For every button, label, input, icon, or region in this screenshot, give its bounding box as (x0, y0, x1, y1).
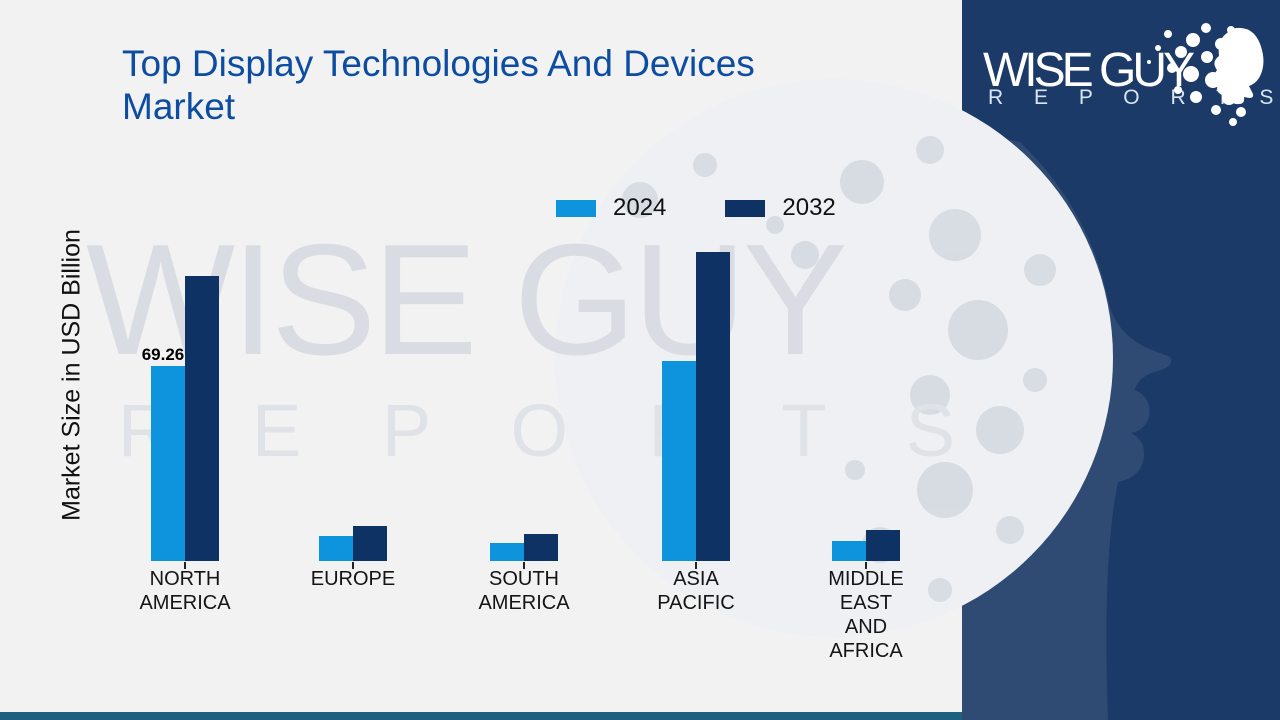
legend-swatch-2032 (725, 199, 766, 217)
category-label-line: AND (844, 616, 888, 638)
category-label-line: PACIFIC (657, 592, 735, 614)
category-label-line: EAST (839, 592, 893, 614)
watermark-bubble (928, 578, 952, 602)
bar-2032-3 (696, 252, 730, 561)
watermark-bubble (996, 516, 1024, 544)
bar-value-label: 69.26 (141, 345, 185, 364)
watermark-bubble (1023, 368, 1047, 392)
legend-item-2024: 2024 (556, 194, 666, 222)
watermark-bubble (622, 182, 658, 218)
watermark-bubble (693, 153, 717, 177)
watermark-reports: R E P O R T S (118, 389, 986, 472)
bar-2032-1 (353, 526, 387, 561)
category-label-line: AMERICA (139, 592, 231, 614)
legend-label-2024: 2024 (613, 194, 667, 221)
chart-title: Top Display Technologies And Devices Mar… (122, 43, 755, 127)
legend-label-2032: 2032 (782, 194, 836, 221)
watermark-bubble (845, 460, 865, 480)
watermark-bubble (948, 300, 1008, 360)
bar-2024-2 (490, 543, 524, 561)
y-axis-label: Market Size in USD Billion (57, 229, 86, 521)
category-label-line: MIDDLE (828, 568, 904, 590)
legend-swatch-2024 (556, 199, 596, 217)
bar-2024-1 (319, 536, 353, 561)
watermark-bubble (1024, 254, 1056, 286)
logo-face-icon (1214, 27, 1264, 105)
category-label: EUROPE (268, 567, 438, 591)
bottom-accent-bar (0, 712, 1280, 720)
bar-2024-4 (832, 541, 866, 561)
axis-tick (184, 562, 186, 569)
bar-2032-4 (866, 530, 900, 561)
watermark-bubble (916, 136, 944, 164)
category-label: MIDDLE EAST AND AFRICA (781, 567, 951, 663)
logo-reports-label: R E P O R T S (988, 86, 1280, 109)
watermark-bubble (840, 160, 884, 204)
bar-2032-0 (185, 276, 219, 561)
legend-item-2032: 2032 (725, 194, 836, 222)
category-label-line: EUROPE (310, 568, 396, 590)
axis-tick (523, 562, 525, 569)
watermark-bubble (889, 279, 921, 311)
category-label-line: AFRICA (829, 640, 903, 662)
category-label: SOUTH AMERICA (439, 567, 609, 615)
bar-2032-2 (524, 534, 558, 561)
axis-tick (695, 562, 697, 569)
category-label-line: SOUTH (489, 568, 559, 590)
watermark-bubble (976, 406, 1024, 454)
category-label-line: ASIA (673, 568, 719, 590)
logo-wordmark: WISE GUY (983, 44, 1194, 97)
bar-2024-0 (151, 366, 185, 561)
category-label: NORTH AMERICA (100, 567, 270, 615)
category-label-line: NORTH (149, 568, 221, 590)
watermark-bubble (766, 216, 784, 234)
legend: 2024 2032 (556, 194, 836, 222)
bar-2024-3 (662, 361, 696, 561)
watermark-bubble (929, 209, 981, 261)
watermark-bubble (910, 375, 950, 415)
axis-tick (865, 562, 867, 569)
watermark-bubble (791, 241, 819, 269)
watermark-bubble (917, 462, 973, 518)
category-label: ASIA PACIFIC (611, 567, 781, 615)
category-label-line: AMERICA (478, 592, 570, 614)
axis-tick (352, 562, 354, 569)
